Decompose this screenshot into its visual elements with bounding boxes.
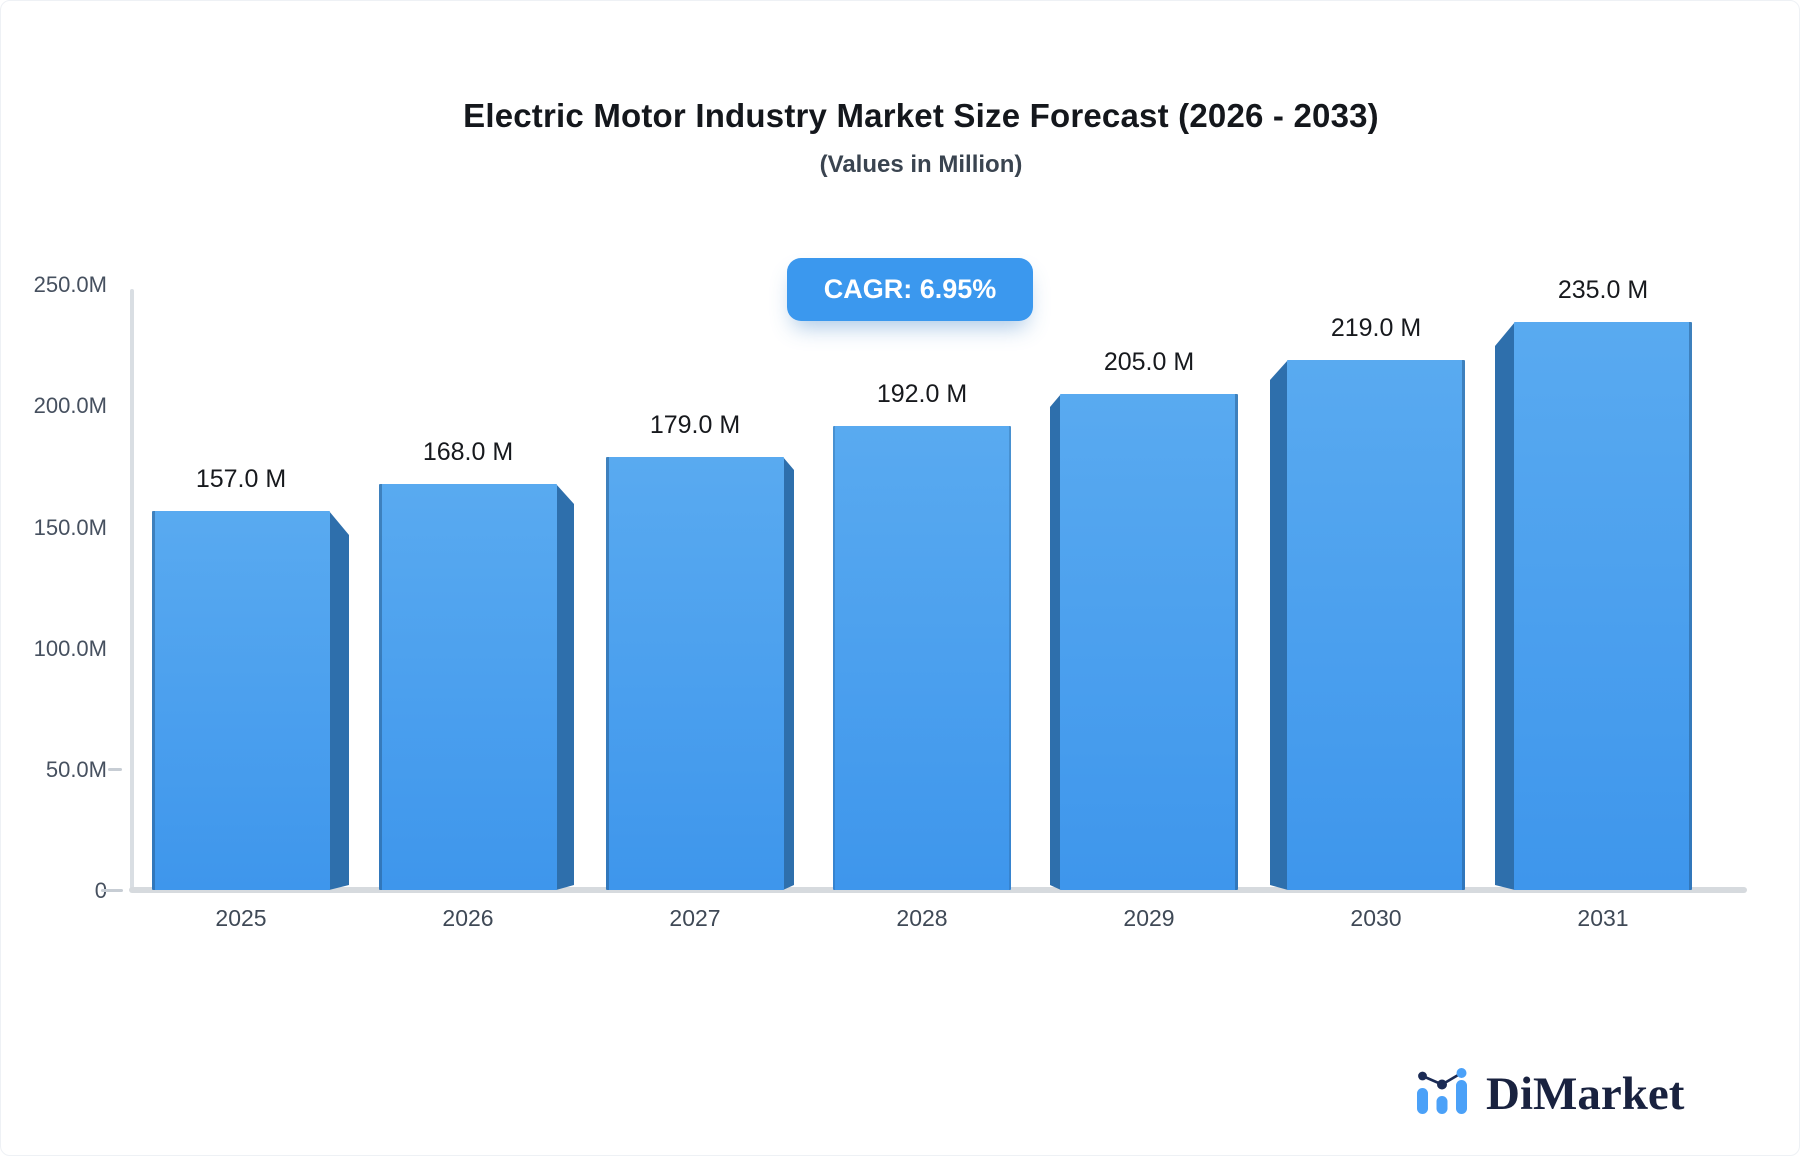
x-tick-label: 2028 bbox=[896, 905, 948, 931]
y-tick-label: 150.0M bbox=[33, 514, 107, 540]
y-tick-mark bbox=[101, 889, 123, 892]
bar-side-face bbox=[556, 484, 574, 890]
bar-value-label: 219.0 M bbox=[1330, 314, 1422, 342]
x-tick-label: 2025 bbox=[215, 905, 267, 931]
chart-subtitle: (Values in Million) bbox=[819, 151, 1023, 178]
bar-value-label: 179.0 M bbox=[649, 411, 741, 439]
y-tick-label: 100.0M bbox=[33, 635, 107, 661]
x-axis-line bbox=[129, 887, 1747, 893]
bar-side-face bbox=[1495, 322, 1515, 890]
y-tick-label: 50.0M bbox=[45, 756, 107, 782]
y-tick-label: 0 bbox=[1, 878, 107, 904]
y-tick-mark bbox=[108, 767, 122, 771]
y-tick-label: 250.0M bbox=[33, 272, 107, 298]
cagr-badge-label: CAGR: 6.95% bbox=[823, 274, 997, 304]
bar-side-face bbox=[783, 457, 794, 890]
dimarket-logo-text: DiMarket bbox=[1486, 1067, 1685, 1120]
bar-2026[interactable] bbox=[379, 484, 557, 890]
bar-side-face bbox=[1050, 394, 1061, 890]
cagr-badge: CAGR: 6.95% bbox=[787, 258, 1033, 321]
bar-2025[interactable] bbox=[152, 511, 330, 890]
x-tick-label: 2029 bbox=[1123, 905, 1175, 931]
bar-value-label: 168.0 M bbox=[422, 438, 514, 466]
x-tick-label: 2030 bbox=[1350, 905, 1402, 931]
bar-value-label: 192.0 M bbox=[876, 380, 968, 408]
bar-side-face bbox=[329, 511, 349, 890]
dimarket-logo: DiMarket bbox=[1415, 1039, 1684, 1119]
bar-value-label: 157.0 M bbox=[195, 465, 287, 493]
mini-bar-line-chart-icon bbox=[1417, 1068, 1467, 1114]
bar-2029[interactable] bbox=[1060, 394, 1238, 890]
y-axis-line bbox=[130, 289, 134, 889]
bar-2030[interactable] bbox=[1287, 360, 1465, 890]
x-tick-label: 2031 bbox=[1577, 905, 1629, 931]
bar-2027[interactable] bbox=[606, 457, 784, 890]
x-tick-label: 2027 bbox=[669, 905, 721, 931]
bar-side-face bbox=[1270, 360, 1288, 890]
bar-2028[interactable] bbox=[833, 426, 1011, 890]
bar-2031[interactable] bbox=[1514, 322, 1692, 890]
bar-value-label: 205.0 M bbox=[1103, 348, 1195, 376]
chart-title: Electric Motor Industry Market Size Fore… bbox=[463, 97, 1379, 134]
y-tick-label: 200.0M bbox=[33, 393, 107, 419]
x-tick-label: 2026 bbox=[442, 905, 494, 931]
bar-value-label: 235.0 M bbox=[1557, 276, 1649, 304]
